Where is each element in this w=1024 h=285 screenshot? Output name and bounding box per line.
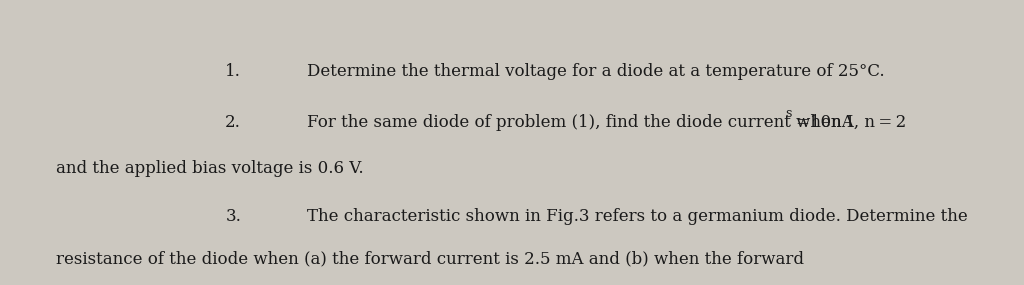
Text: 2.: 2. <box>225 114 242 131</box>
Text: =10nA, n = 2: =10nA, n = 2 <box>796 114 906 131</box>
Text: 3.: 3. <box>225 208 242 225</box>
Text: The characteristic shown in Fig.3 refers to a germanium diode. Determine the: The characteristic shown in Fig.3 refers… <box>307 208 968 225</box>
Text: Determine the thermal voltage for a diode at a temperature of 25°C.: Determine the thermal voltage for a diod… <box>307 63 885 80</box>
Text: 1.: 1. <box>225 63 242 80</box>
Text: s: s <box>785 107 792 120</box>
Text: For the same diode of problem (1), find the diode current when I: For the same diode of problem (1), find … <box>307 114 854 131</box>
Text: and the applied bias voltage is 0.6 V.: and the applied bias voltage is 0.6 V. <box>56 160 364 177</box>
Text: resistance of the diode when (a) the forward current is 2.5 mA and (b) when the : resistance of the diode when (a) the for… <box>56 251 804 268</box>
